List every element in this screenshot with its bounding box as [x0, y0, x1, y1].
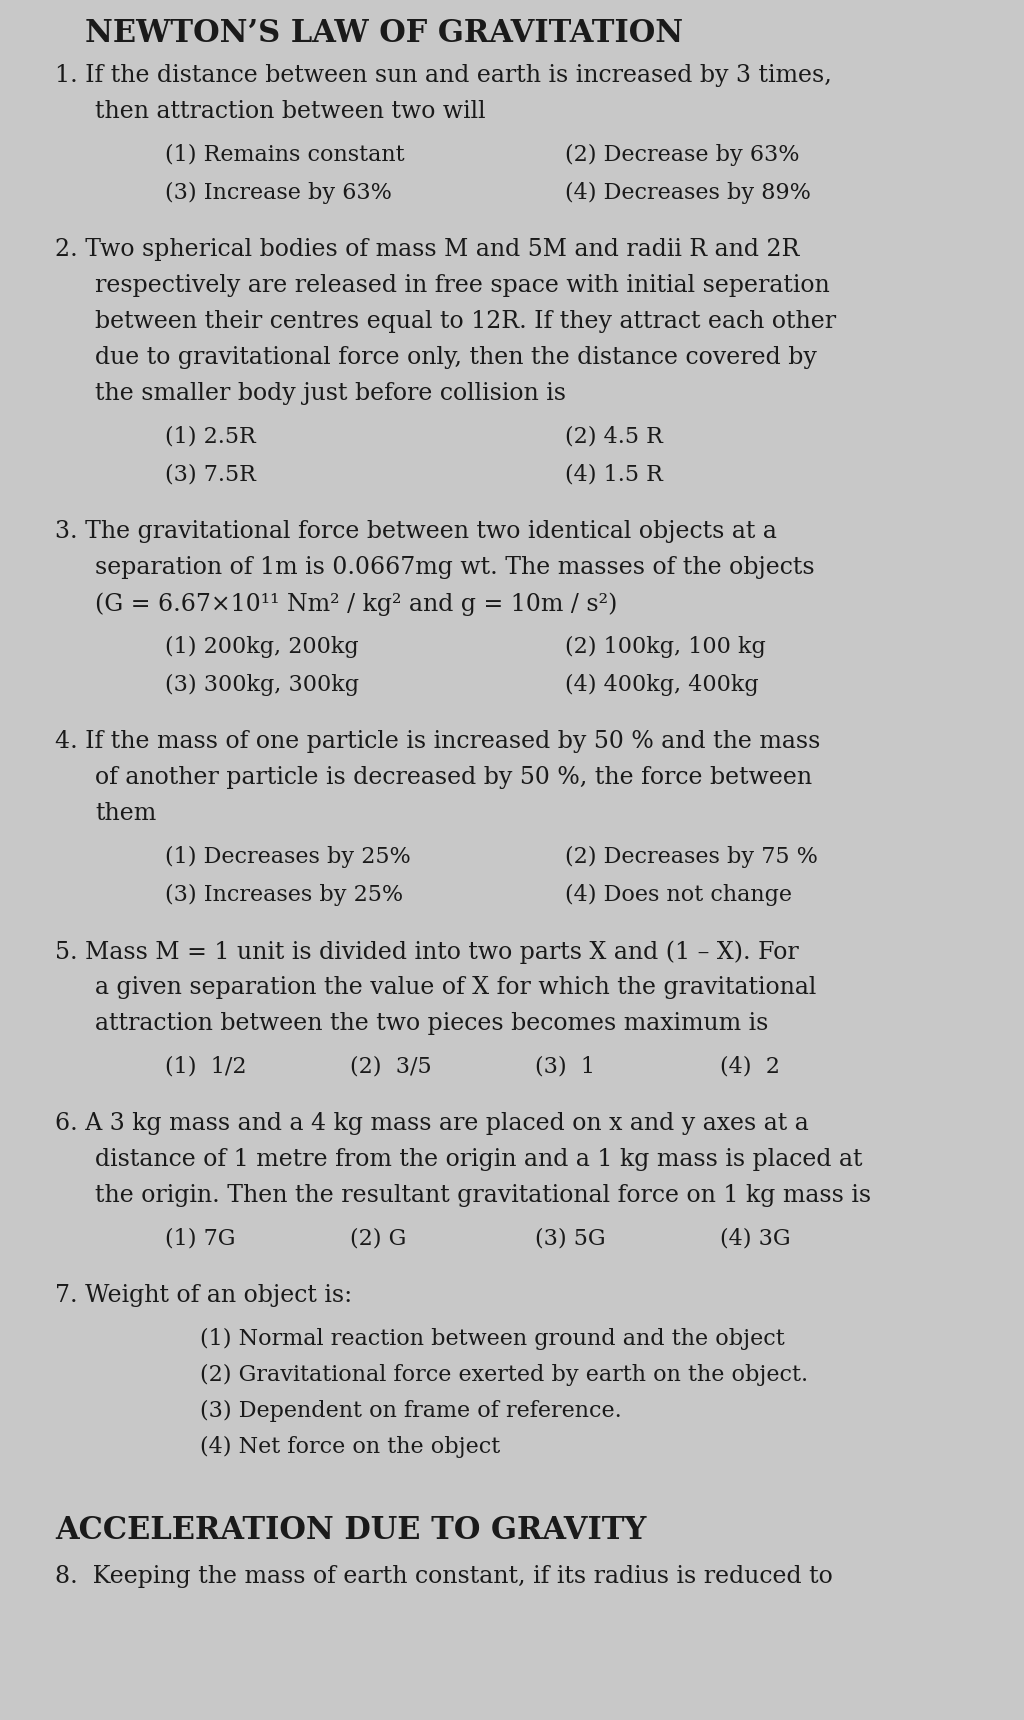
Text: of another particle is decreased by 50 %, the force between: of another particle is decreased by 50 %…: [95, 765, 812, 789]
Text: the origin. Then the resultant gravitational force on 1 kg mass is: the origin. Then the resultant gravitati…: [95, 1183, 871, 1207]
Text: (3) Increase by 63%: (3) Increase by 63%: [165, 182, 392, 205]
Text: (1) 200kg, 200kg: (1) 200kg, 200kg: [165, 636, 358, 659]
Text: (1) 7G: (1) 7G: [165, 1228, 236, 1250]
Text: a given separation the value of X for which the gravitational: a given separation the value of X for wh…: [95, 975, 816, 999]
Text: (2) Gravitational force exerted by earth on the object.: (2) Gravitational force exerted by earth…: [200, 1364, 808, 1386]
Text: the smaller body just before collision is: the smaller body just before collision i…: [95, 382, 566, 404]
Text: (2) 4.5 R: (2) 4.5 R: [565, 427, 663, 447]
Text: 6. A 3 kg mass and a 4 kg mass are placed on x and y axes at a: 6. A 3 kg mass and a 4 kg mass are place…: [55, 1113, 809, 1135]
Text: (4)  2: (4) 2: [720, 1056, 780, 1078]
Text: (1)  1/2: (1) 1/2: [165, 1056, 247, 1078]
Text: 1. If the distance between sun and earth is increased by 3 times,: 1. If the distance between sun and earth…: [55, 64, 831, 88]
Text: between their centres equal to 12R. If they attract each other: between their centres equal to 12R. If t…: [95, 310, 837, 334]
Text: (1) Normal reaction between ground and the object: (1) Normal reaction between ground and t…: [200, 1328, 784, 1350]
Text: (1) 2.5R: (1) 2.5R: [165, 427, 256, 447]
Text: (4) Decreases by 89%: (4) Decreases by 89%: [565, 182, 811, 205]
Text: due to gravitational force only, then the distance covered by: due to gravitational force only, then th…: [95, 346, 817, 370]
Text: 2. Two spherical bodies of mass M and 5M and radii R and 2R: 2. Two spherical bodies of mass M and 5M…: [55, 237, 800, 261]
Text: them: them: [95, 802, 157, 826]
Text: (3) Dependent on frame of reference.: (3) Dependent on frame of reference.: [200, 1400, 622, 1422]
Text: (1) Decreases by 25%: (1) Decreases by 25%: [165, 846, 411, 869]
Text: (3) Increases by 25%: (3) Increases by 25%: [165, 884, 403, 906]
Text: (4) Does not change: (4) Does not change: [565, 884, 792, 906]
Text: (2) Decrease by 63%: (2) Decrease by 63%: [565, 144, 800, 167]
Text: ACCELERATION DUE TO GRAVITY: ACCELERATION DUE TO GRAVITY: [55, 1515, 646, 1546]
Text: (2) G: (2) G: [350, 1228, 407, 1250]
Text: 4. If the mass of one particle is increased by 50 % and the mass: 4. If the mass of one particle is increa…: [55, 729, 820, 753]
Text: (4) 3G: (4) 3G: [720, 1228, 791, 1250]
Text: (1) Remains constant: (1) Remains constant: [165, 144, 404, 167]
Text: then attraction between two will: then attraction between two will: [95, 100, 485, 124]
Text: (2) 100kg, 100 kg: (2) 100kg, 100 kg: [565, 636, 766, 659]
Text: (4) 1.5 R: (4) 1.5 R: [565, 464, 663, 487]
Text: 3. The gravitational force between two identical objects at a: 3. The gravitational force between two i…: [55, 519, 777, 544]
Text: (G = 6.67×10¹¹ Nm² / kg² and g = 10m / s²): (G = 6.67×10¹¹ Nm² / kg² and g = 10m / s…: [95, 592, 617, 616]
Text: (2)  3/5: (2) 3/5: [350, 1056, 432, 1078]
Text: separation of 1m is 0.0667mg wt. The masses of the objects: separation of 1m is 0.0667mg wt. The mas…: [95, 556, 815, 580]
Text: NEWTON’S LAW OF GRAVITATION: NEWTON’S LAW OF GRAVITATION: [85, 17, 683, 48]
Text: (3) 300kg, 300kg: (3) 300kg, 300kg: [165, 674, 359, 697]
Text: 5. Mass M = 1 unit is divided into two parts X and (1 – X). For: 5. Mass M = 1 unit is divided into two p…: [55, 941, 799, 963]
Text: (3) 7.5R: (3) 7.5R: [165, 464, 256, 487]
Text: (4) Net force on the object: (4) Net force on the object: [200, 1436, 501, 1459]
Text: 7. Weight of an object is:: 7. Weight of an object is:: [55, 1285, 352, 1307]
Text: (3) 5G: (3) 5G: [535, 1228, 605, 1250]
Text: (4) 400kg, 400kg: (4) 400kg, 400kg: [565, 674, 759, 697]
Text: distance of 1 metre from the origin and a 1 kg mass is placed at: distance of 1 metre from the origin and …: [95, 1147, 862, 1171]
Text: 8.  Keeping the mass of earth constant, if its radius is reduced to: 8. Keeping the mass of earth constant, i…: [55, 1565, 833, 1588]
Text: respectively are released in free space with initial seperation: respectively are released in free space …: [95, 273, 829, 298]
Text: (3)  1: (3) 1: [535, 1056, 595, 1078]
Text: attraction between the two pieces becomes maximum is: attraction between the two pieces become…: [95, 1011, 768, 1035]
Text: (2) Decreases by 75 %: (2) Decreases by 75 %: [565, 846, 818, 869]
